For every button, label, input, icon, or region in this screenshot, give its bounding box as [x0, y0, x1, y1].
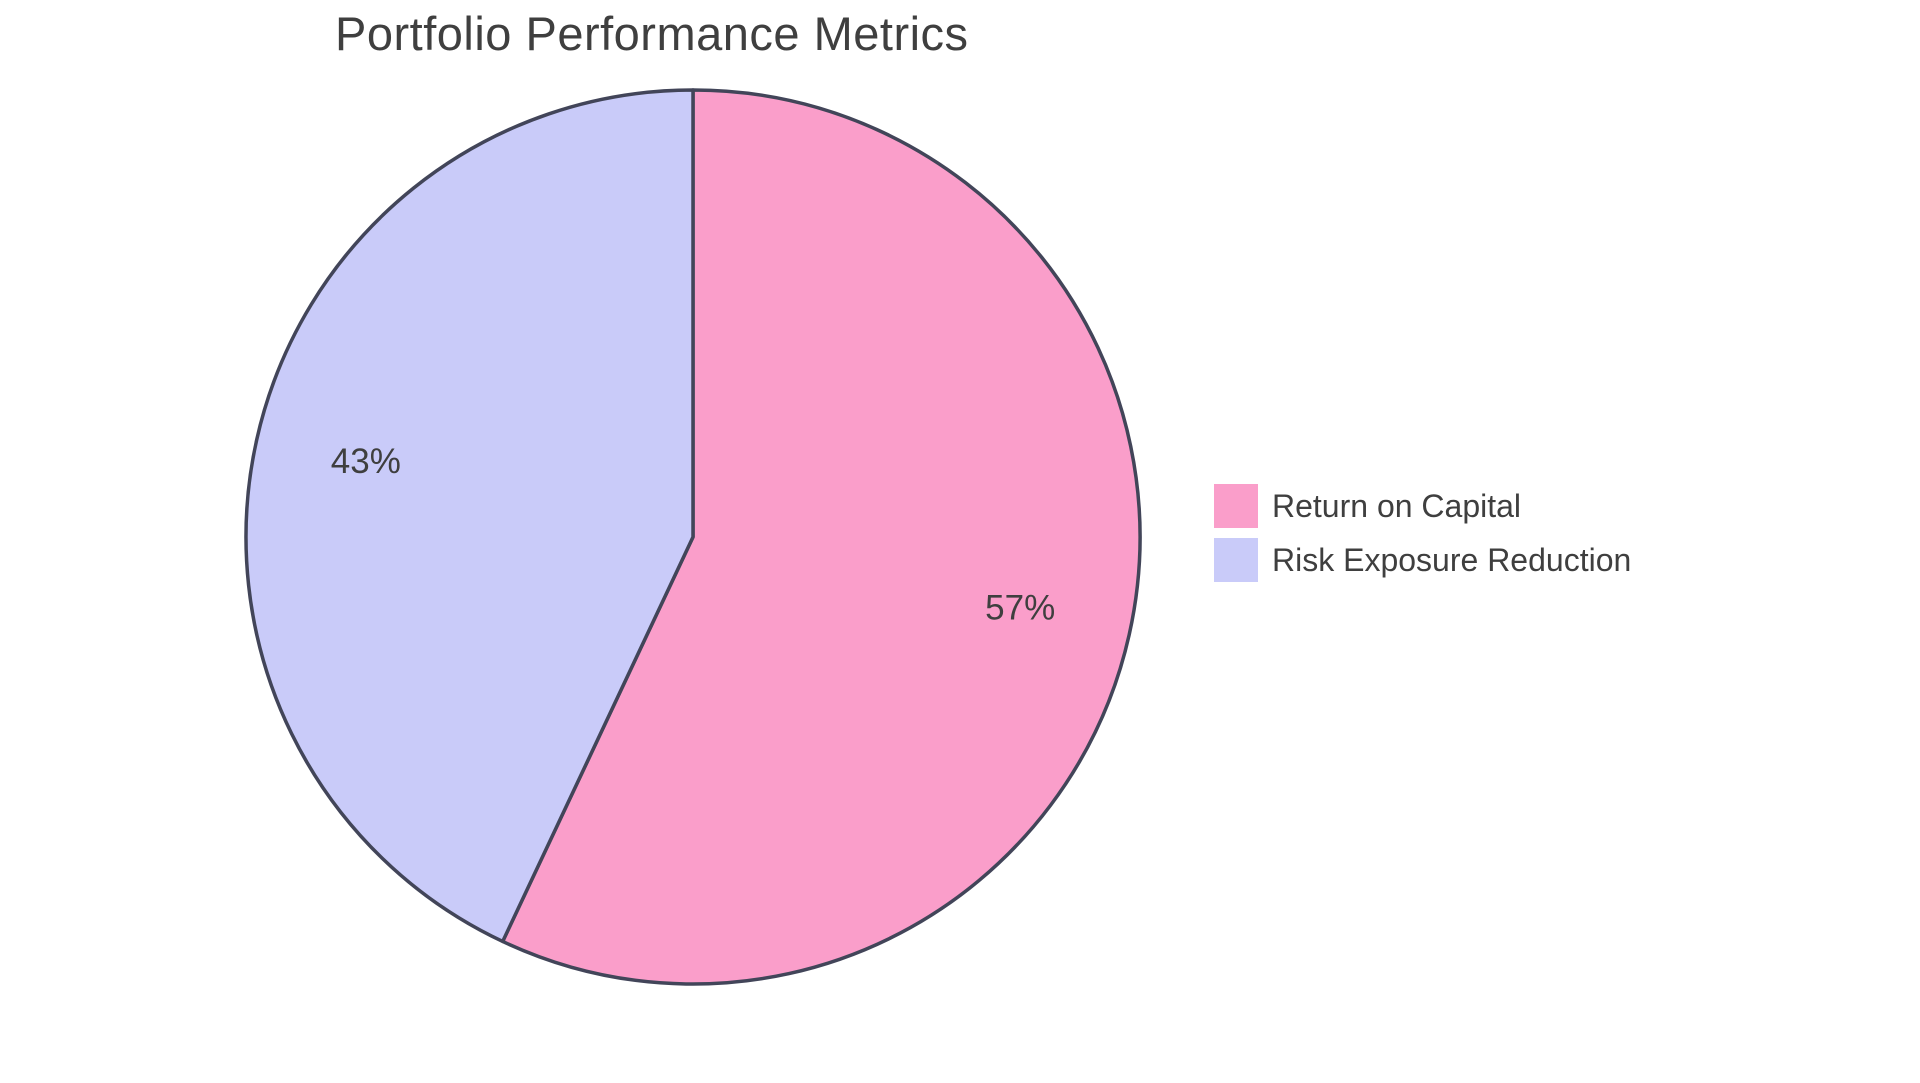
legend-item: Return on Capital — [1214, 484, 1631, 528]
slice-percent-label: 43% — [331, 442, 401, 481]
chart-title: Portfolio Performance Metrics — [335, 7, 969, 60]
legend-swatch-icon — [1214, 484, 1258, 528]
pie-slice-1 — [244, 88, 695, 944]
pie-slice-0 — [500, 88, 1142, 986]
legend-swatch-icon — [1214, 538, 1258, 582]
legend-item: Risk Exposure Reduction — [1214, 538, 1631, 582]
legend: Return on Capital Risk Exposure Reductio… — [1214, 484, 1631, 582]
legend-label: Risk Exposure Reduction — [1272, 541, 1632, 578]
slice-percent-label: 57% — [985, 588, 1055, 627]
legend-label: Return on Capital — [1272, 487, 1522, 524]
